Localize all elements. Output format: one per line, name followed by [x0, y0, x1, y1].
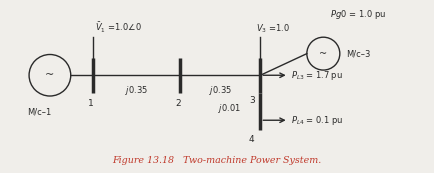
Text: 4: 4: [249, 135, 254, 144]
Text: $\bar{V}_1$ =1.0$\angle$0: $\bar{V}_1$ =1.0$\angle$0: [95, 21, 142, 35]
Text: $j$0.35: $j$0.35: [209, 84, 232, 97]
Text: 1: 1: [88, 99, 94, 108]
Text: $j$0.35: $j$0.35: [125, 84, 148, 97]
Text: $j$0.01: $j$0.01: [218, 102, 242, 115]
Text: 3: 3: [249, 96, 255, 105]
Text: $P_{L4}$ = 0.1 pu: $P_{L4}$ = 0.1 pu: [291, 114, 343, 127]
Text: M/c–3: M/c–3: [346, 49, 371, 58]
Text: 2: 2: [175, 99, 181, 108]
Text: Figure 13.18   Two-machine Power System.: Figure 13.18 Two-machine Power System.: [112, 156, 322, 165]
Text: ~: ~: [319, 49, 327, 59]
Text: $P_{L3}$ = 1.7 pu: $P_{L3}$ = 1.7 pu: [291, 69, 343, 82]
Text: M/c–1: M/c–1: [27, 107, 51, 116]
Text: $Pg0$ = 1.0 pu: $Pg0$ = 1.0 pu: [330, 8, 386, 21]
Text: $V_3$ =1.0: $V_3$ =1.0: [256, 23, 290, 35]
Text: ~: ~: [45, 70, 55, 80]
